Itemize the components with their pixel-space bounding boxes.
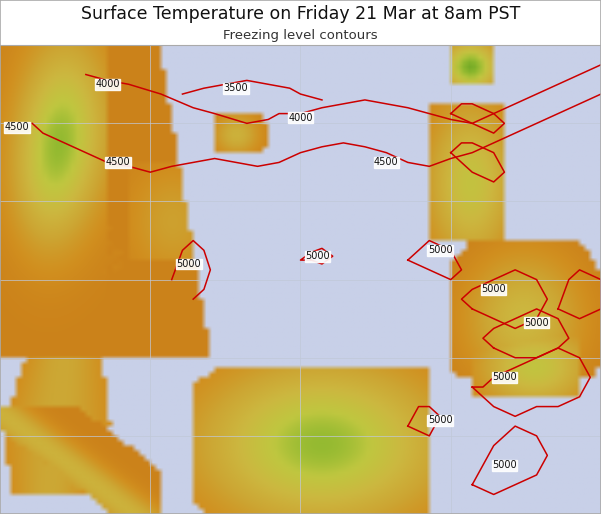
Text: 5000: 5000 (492, 372, 517, 382)
Text: Surface Temperature on Friday 21 Mar at 8am PST: Surface Temperature on Friday 21 Mar at … (81, 6, 520, 24)
Text: 4000: 4000 (95, 79, 120, 89)
Text: 4500: 4500 (374, 157, 398, 168)
Text: 5000: 5000 (428, 245, 453, 255)
Text: 5000: 5000 (481, 284, 506, 295)
Text: 5000: 5000 (177, 259, 201, 269)
Text: 5000: 5000 (305, 251, 330, 261)
Text: 5000: 5000 (428, 415, 453, 425)
Text: Freezing level contours: Freezing level contours (223, 29, 378, 42)
Text: 4500: 4500 (106, 157, 130, 168)
Text: 4500: 4500 (5, 122, 29, 132)
Text: 5000: 5000 (492, 460, 517, 470)
Text: 3500: 3500 (224, 83, 248, 93)
Text: 5000: 5000 (524, 318, 549, 327)
Text: 4000: 4000 (288, 113, 313, 122)
